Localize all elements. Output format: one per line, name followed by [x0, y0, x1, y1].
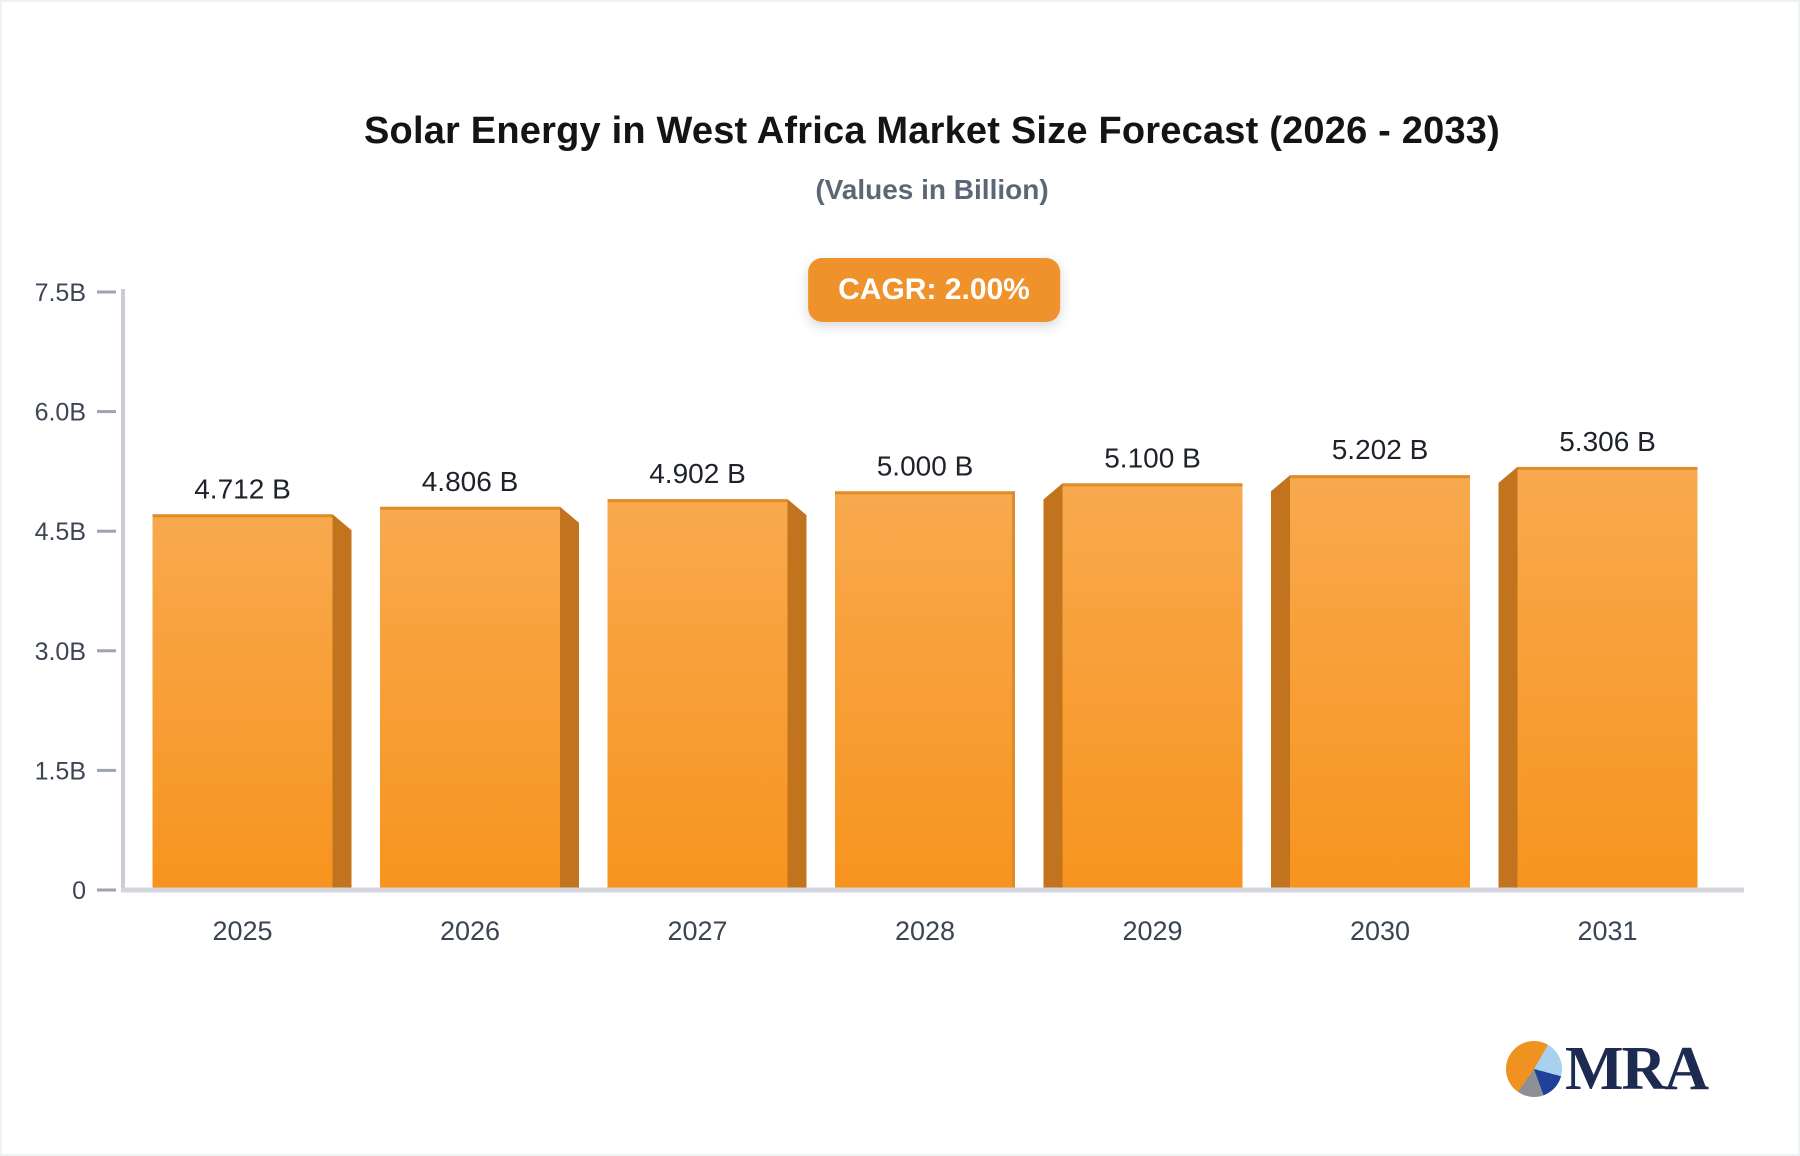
- x-axis-label: 2029: [1122, 916, 1182, 946]
- bar: [835, 491, 1015, 888]
- x-axis-line: [121, 887, 1744, 893]
- y-axis-tick: [97, 290, 116, 294]
- bar-value-label: 5.202 B: [1332, 434, 1429, 465]
- y-axis-tick-label: 6.0B: [35, 399, 86, 427]
- x-axis-label: 2026: [440, 916, 500, 946]
- bar-group: 4.806 B 2026: [380, 466, 579, 946]
- logo-pie-icon: [1506, 1041, 1562, 1097]
- bar-group: 5.000 B 2028: [835, 450, 1015, 946]
- bar-top-edge: [607, 499, 788, 503]
- bar: [1290, 475, 1470, 888]
- bar-value-label: 4.902 B: [649, 458, 746, 489]
- bar-group: 5.306 B 2031: [1498, 426, 1698, 946]
- bar-value-label: 4.712 B: [194, 473, 291, 504]
- y-axis-tick-label: 1.5B: [35, 757, 86, 785]
- bar-group: 4.712 B 2025: [152, 473, 352, 946]
- bar-side-face: [1271, 475, 1290, 888]
- y-axis: 0 1.5B 3.0B 4.5B 6.0B 7.5B: [35, 279, 116, 905]
- y-axis-tick: [97, 888, 116, 892]
- bar-top-edge: [380, 506, 560, 510]
- chart-subtitle: (Values in Billion): [815, 174, 1049, 205]
- bar-top-edge: [152, 514, 333, 518]
- y-axis-tick-label: 7.5B: [35, 279, 86, 307]
- bar-side-face: [1498, 466, 1518, 888]
- logo-text: MRA: [1565, 1035, 1709, 1103]
- bar-top-edge: [1290, 475, 1470, 479]
- chart-title: Solar Energy in West Africa Market Size …: [364, 110, 1500, 152]
- bar-value-label: 5.306 B: [1559, 426, 1656, 457]
- y-axis-tick: [97, 768, 116, 772]
- bar: [152, 514, 333, 888]
- y-axis-tick-label: 3.0B: [35, 638, 86, 666]
- y-axis-tick-label: 0: [72, 877, 86, 905]
- bar: [1062, 483, 1243, 888]
- bar-value-label: 5.000 B: [877, 450, 974, 481]
- bar-right-edge: [1012, 491, 1015, 888]
- cagr-badge: CAGR: 2.00%: [808, 258, 1060, 322]
- y-axis-tick-label: 4.5B: [35, 518, 86, 546]
- x-axis-label: 2027: [667, 916, 727, 946]
- bar-side-face: [560, 506, 579, 888]
- bar-value-label: 4.806 B: [422, 466, 519, 497]
- y-axis-tick: [97, 529, 116, 533]
- x-axis-label: 2030: [1350, 916, 1410, 946]
- bar: [607, 499, 788, 888]
- bar-side-face: [332, 514, 352, 888]
- x-axis-label: 2025: [212, 916, 272, 946]
- bar-top-edge: [1062, 483, 1243, 487]
- bar-top-edge: [1517, 466, 1698, 470]
- bar-side-face: [1043, 483, 1063, 888]
- bar: [1517, 466, 1698, 888]
- y-axis-tick: [97, 649, 116, 653]
- bar: [380, 506, 560, 888]
- brand-logo: MRA: [1506, 1035, 1709, 1103]
- bar-value-label: 5.100 B: [1104, 442, 1201, 473]
- bar-group: 5.100 B 2029: [1043, 442, 1243, 946]
- bar-group: 4.902 B 2027: [607, 458, 807, 946]
- x-axis-label: 2028: [895, 916, 955, 946]
- bar-group: 5.202 B 2030: [1271, 434, 1470, 946]
- y-axis-line: [121, 289, 125, 892]
- x-axis-label: 2031: [1577, 916, 1637, 946]
- y-axis-tick: [97, 410, 116, 414]
- bar-side-face: [787, 499, 807, 888]
- bar-top-edge: [835, 491, 1015, 495]
